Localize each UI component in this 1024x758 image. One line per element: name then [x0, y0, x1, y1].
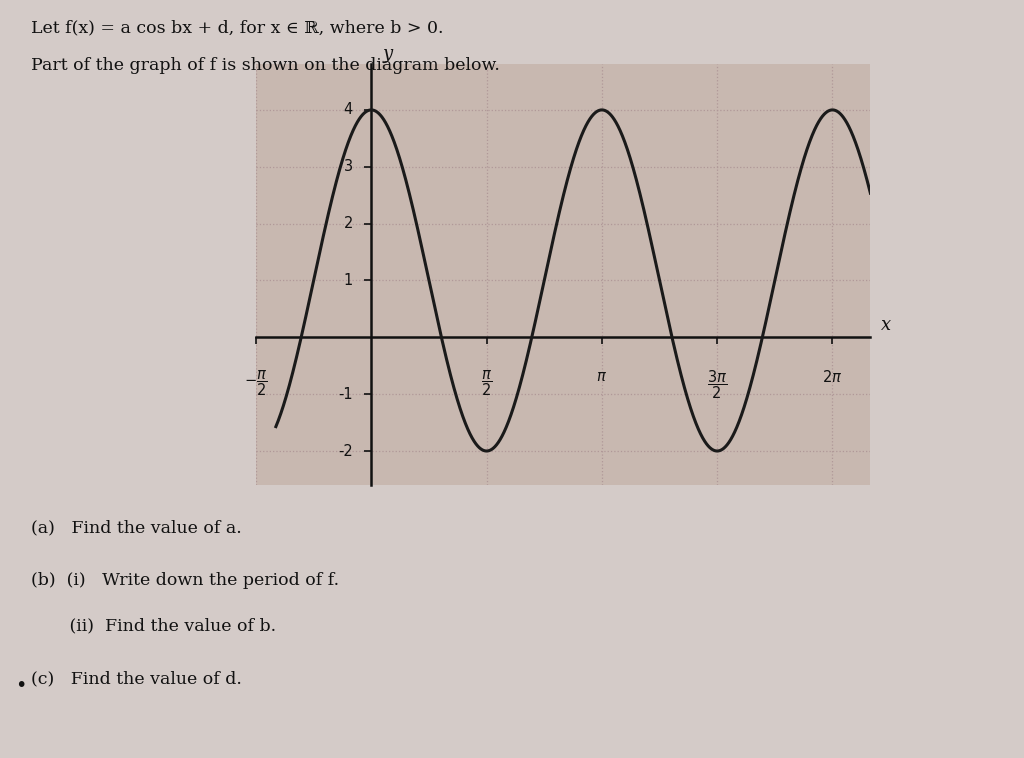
Text: -1: -1: [338, 387, 353, 402]
Text: -2: -2: [338, 443, 353, 459]
Text: $\dfrac{\pi}{2}$: $\dfrac{\pi}{2}$: [481, 368, 493, 398]
Text: Let f(x) = a cos bx + d, for x ∈ ℝ, where b > 0.: Let f(x) = a cos bx + d, for x ∈ ℝ, wher…: [31, 19, 443, 36]
Text: $2\pi$: $2\pi$: [822, 368, 843, 384]
Text: •: •: [15, 676, 27, 695]
Text: $-\dfrac{\pi}{2}$: $-\dfrac{\pi}{2}$: [244, 368, 268, 398]
Text: 3: 3: [344, 159, 353, 174]
Text: 2: 2: [344, 216, 353, 231]
Text: (a)   Find the value of a.: (a) Find the value of a.: [31, 519, 242, 536]
Text: x: x: [882, 317, 892, 334]
Text: (ii)  Find the value of b.: (ii) Find the value of b.: [31, 618, 275, 634]
Text: 1: 1: [344, 273, 353, 288]
Text: $\dfrac{3\pi}{2}$: $\dfrac{3\pi}{2}$: [707, 368, 727, 401]
Text: 4: 4: [344, 102, 353, 117]
Text: (c)   Find the value of d.: (c) Find the value of d.: [31, 671, 242, 688]
Text: (b)  (i)   Write down the period of f.: (b) (i) Write down the period of f.: [31, 572, 339, 589]
Text: $\pi$: $\pi$: [596, 368, 607, 384]
Text: y: y: [382, 45, 392, 63]
Text: Part of the graph of f is shown on the diagram below.: Part of the graph of f is shown on the d…: [31, 57, 500, 74]
